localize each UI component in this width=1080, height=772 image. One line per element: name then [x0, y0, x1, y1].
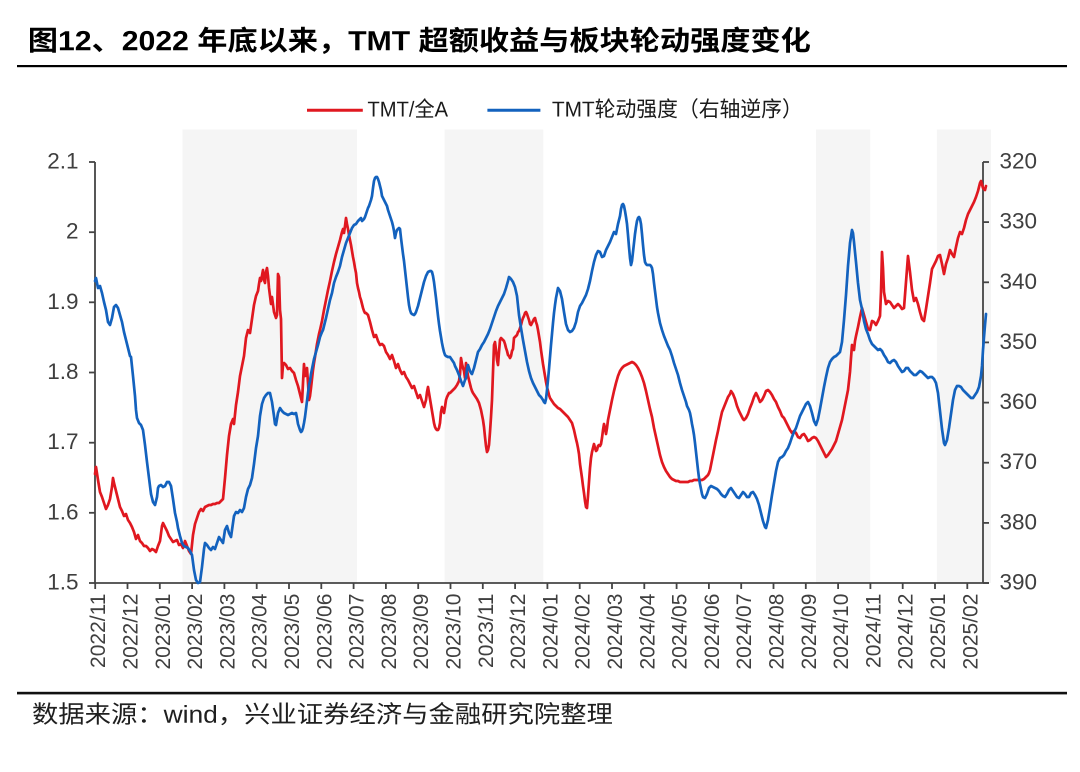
svg-text:2023/08: 2023/08 — [378, 594, 401, 670]
svg-text:2024/04: 2024/04 — [636, 593, 659, 669]
svg-text:350: 350 — [1000, 329, 1038, 354]
svg-text:320: 320 — [1000, 149, 1038, 174]
svg-text:2024/11: 2024/11 — [862, 594, 885, 668]
svg-text:2023/07: 2023/07 — [346, 594, 369, 670]
svg-text:2024/01: 2024/01 — [539, 594, 562, 670]
svg-text:2024/06: 2024/06 — [701, 594, 724, 670]
svg-text:390: 390 — [1000, 570, 1038, 595]
svg-text:370: 370 — [1000, 449, 1038, 474]
svg-text:2023/04: 2023/04 — [249, 593, 272, 669]
svg-text:1.9: 1.9 — [47, 289, 78, 314]
svg-text:2024/09: 2024/09 — [798, 594, 821, 670]
svg-text:340: 340 — [1000, 269, 1038, 294]
svg-text:2024/10: 2024/10 — [830, 594, 853, 670]
svg-text:1.6: 1.6 — [47, 499, 78, 524]
svg-text:2: 2 — [66, 219, 79, 244]
svg-text:2022/12: 2022/12 — [120, 594, 143, 670]
svg-text:2024/02: 2024/02 — [572, 594, 595, 670]
svg-text:2025/02: 2025/02 — [959, 594, 982, 670]
svg-text:360: 360 — [1000, 389, 1038, 414]
svg-text:2024/05: 2024/05 — [669, 594, 692, 670]
svg-text:2024/07: 2024/07 — [733, 594, 756, 670]
svg-text:2023/06: 2023/06 — [313, 594, 336, 670]
svg-text:2.1: 2.1 — [47, 149, 78, 174]
svg-text:2023/12: 2023/12 — [507, 594, 530, 670]
svg-text:2023/01: 2023/01 — [152, 594, 175, 670]
svg-text:2023/10: 2023/10 — [443, 594, 466, 670]
svg-text:2024/12: 2024/12 — [895, 594, 918, 670]
svg-text:1.7: 1.7 — [47, 429, 78, 454]
svg-text:1.8: 1.8 — [47, 359, 78, 384]
svg-text:2023/09: 2023/09 — [410, 594, 433, 670]
svg-text:380: 380 — [1000, 509, 1038, 534]
svg-text:2024/03: 2024/03 — [604, 594, 627, 670]
svg-text:2022/11: 2022/11 — [87, 594, 110, 668]
svg-text:2024/08: 2024/08 — [766, 594, 789, 670]
svg-text:330: 330 — [1000, 209, 1038, 234]
svg-text:2023/05: 2023/05 — [281, 594, 304, 670]
svg-text:2023/03: 2023/03 — [216, 594, 239, 670]
svg-text:2023/11: 2023/11 — [475, 594, 498, 668]
svg-text:1.5: 1.5 — [47, 570, 78, 595]
svg-text:2023/02: 2023/02 — [184, 594, 207, 670]
svg-text:2025/01: 2025/01 — [927, 594, 950, 670]
